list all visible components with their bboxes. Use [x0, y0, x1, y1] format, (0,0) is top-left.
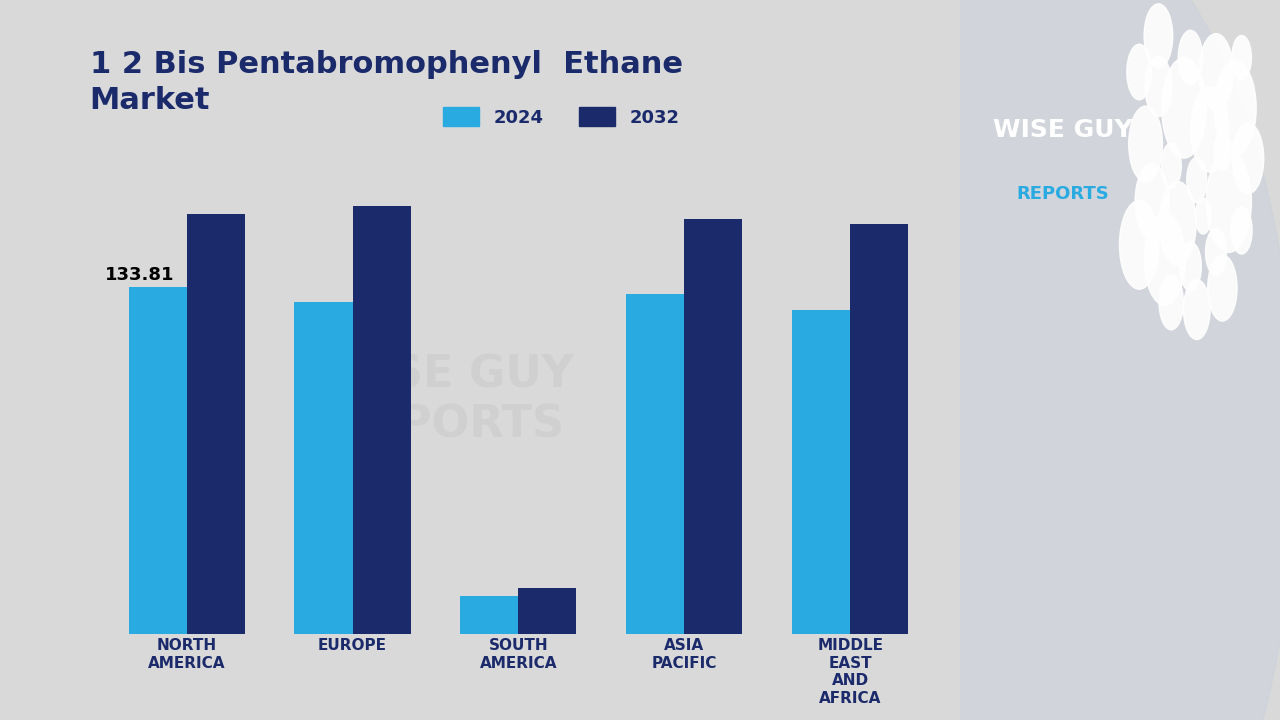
Text: WISE GUY: WISE GUY — [992, 117, 1133, 142]
Circle shape — [1206, 228, 1226, 276]
Circle shape — [1126, 44, 1152, 100]
Circle shape — [1190, 87, 1229, 172]
Circle shape — [1208, 255, 1236, 321]
Bar — [187, 214, 244, 634]
Circle shape — [817, 0, 1280, 720]
Circle shape — [1144, 4, 1172, 68]
Circle shape — [1199, 34, 1233, 110]
Bar — [128, 287, 187, 634]
Circle shape — [1160, 181, 1196, 265]
Legend: 2024, 2032: 2024, 2032 — [434, 99, 689, 135]
Text: 133.81: 133.81 — [105, 266, 174, 284]
Circle shape — [1184, 279, 1210, 340]
Circle shape — [1206, 150, 1252, 253]
Text: WISE GUY
REPORTS: WISE GUY REPORTS — [325, 354, 575, 446]
Circle shape — [1233, 123, 1263, 194]
Circle shape — [1135, 163, 1169, 240]
Circle shape — [1144, 213, 1185, 305]
Circle shape — [1187, 158, 1207, 202]
Text: REPORTS: REPORTS — [1016, 185, 1108, 203]
Circle shape — [1231, 207, 1252, 254]
Circle shape — [1162, 58, 1206, 158]
Circle shape — [1120, 200, 1158, 289]
Circle shape — [1161, 143, 1181, 188]
Circle shape — [1146, 56, 1171, 117]
Circle shape — [1231, 35, 1252, 80]
Circle shape — [1158, 275, 1184, 330]
Bar — [850, 224, 909, 634]
Circle shape — [1179, 242, 1202, 291]
Circle shape — [1129, 106, 1162, 182]
Text: 1 2 Bis Pentabromophenyl  Ethane
Market: 1 2 Bis Pentabromophenyl Ethane Market — [90, 50, 682, 115]
Bar — [518, 588, 576, 634]
Circle shape — [1196, 198, 1211, 234]
Circle shape — [1213, 132, 1231, 171]
Bar — [792, 310, 850, 634]
Circle shape — [1215, 60, 1256, 156]
Bar — [294, 302, 352, 634]
Bar — [626, 294, 685, 634]
Bar — [461, 596, 518, 634]
Bar — [352, 206, 411, 634]
Circle shape — [1179, 30, 1202, 85]
Bar — [685, 219, 742, 634]
